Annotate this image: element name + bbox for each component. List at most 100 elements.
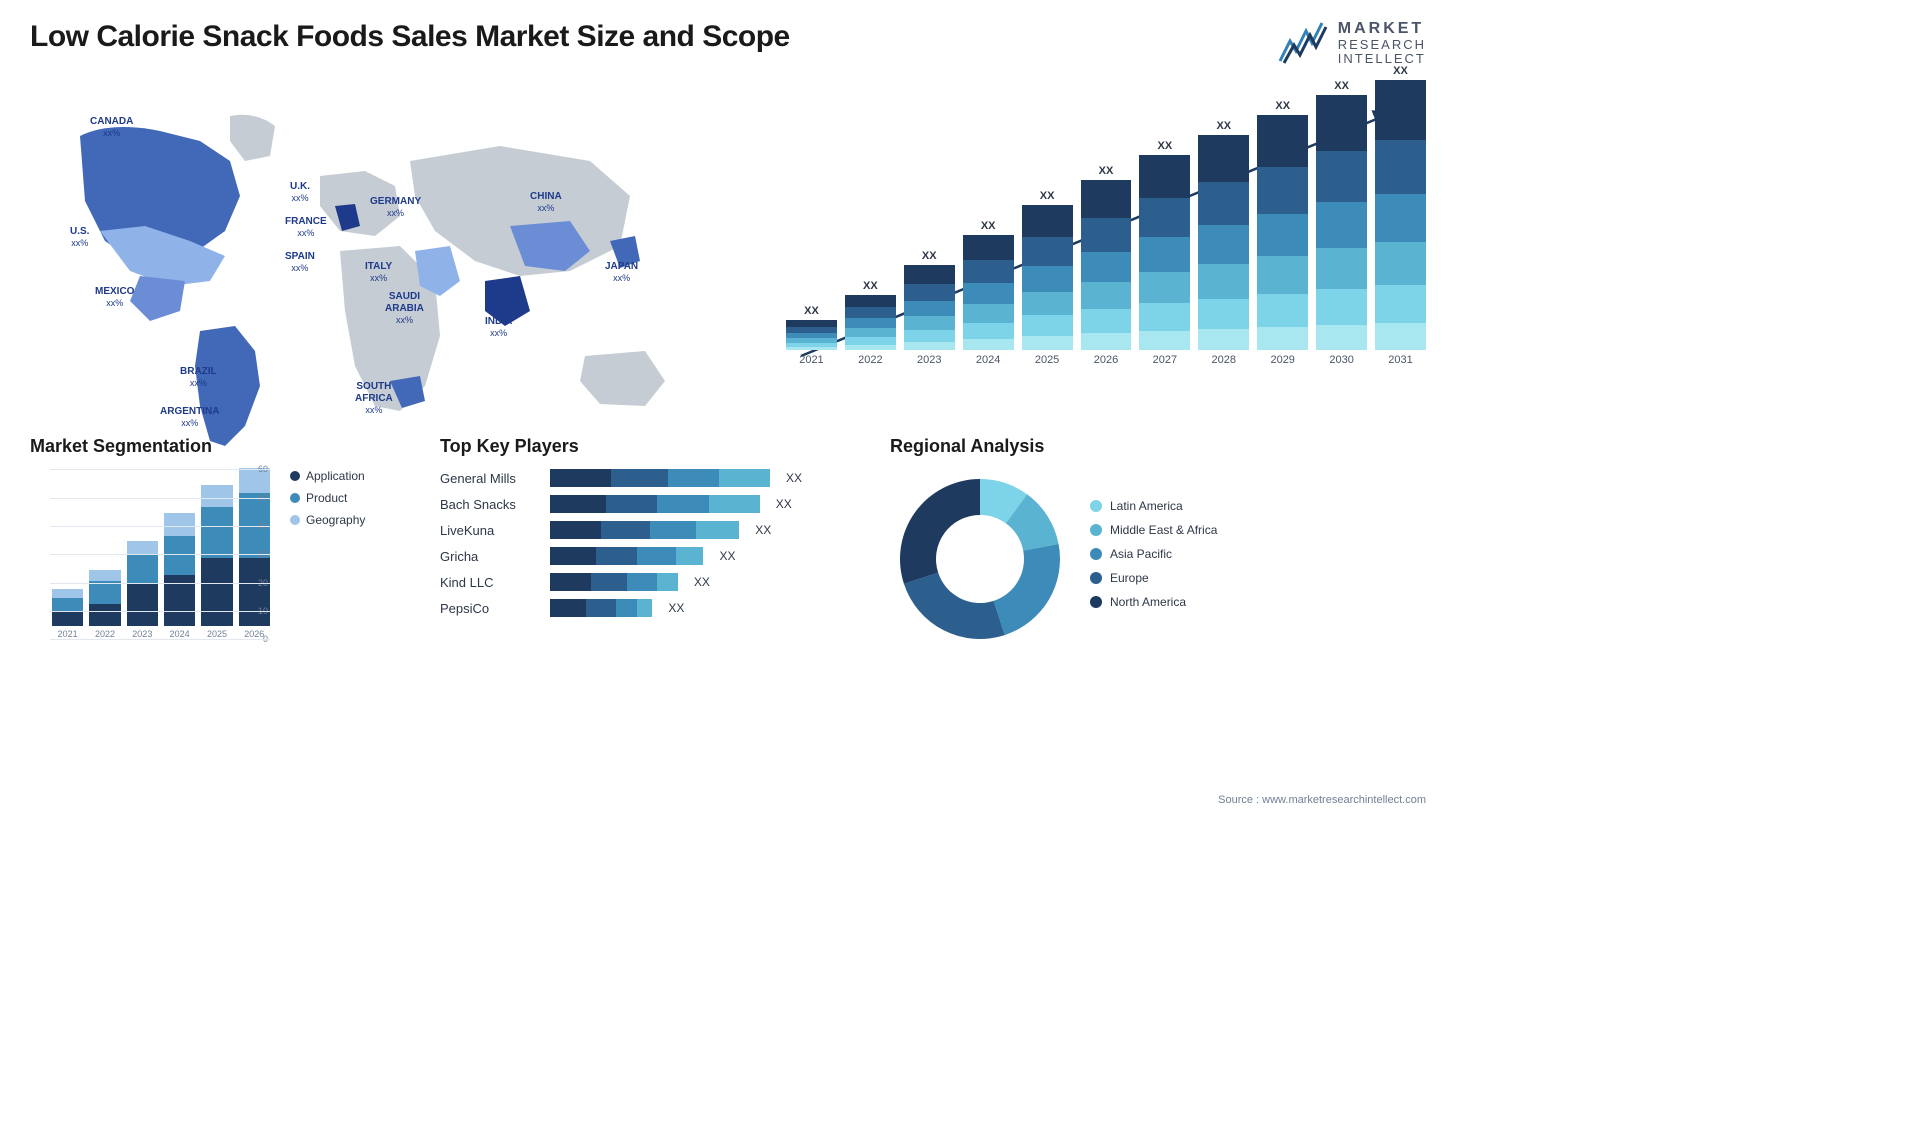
forecast-bar-label: XX	[1216, 120, 1231, 132]
page-title: Low Calorie Snack Foods Sales Market Siz…	[30, 20, 790, 54]
player-value: XX	[776, 497, 792, 511]
seg-legend-item: Geography	[290, 513, 365, 527]
map-label-italy: ITALYxx%	[365, 261, 392, 284]
seg-year-label: 2026	[244, 629, 264, 639]
map-label-saudiarabia: SAUDIARABIAxx%	[385, 291, 424, 326]
forecast-bar-2031: XX 2031	[1375, 65, 1426, 366]
logo-text-2: RESEARCH	[1338, 38, 1426, 52]
player-row: PepsiCo XX	[440, 599, 860, 617]
region-legend-item: North America	[1090, 595, 1217, 609]
donut-slice	[994, 544, 1060, 635]
player-name: Bach Snacks	[440, 497, 540, 512]
map-label-india: INDIAxx%	[485, 316, 512, 339]
player-value: XX	[694, 575, 710, 589]
seg-year-label: 2023	[132, 629, 152, 639]
player-value: XX	[668, 601, 684, 615]
forecast-bar-label: XX	[1275, 100, 1290, 112]
map-label-argentina: ARGENTINAxx%	[160, 406, 219, 429]
forecast-bar-label: XX	[1099, 165, 1114, 177]
forecast-year-label: 2028	[1212, 354, 1236, 366]
forecast-year-label: 2025	[1035, 354, 1059, 366]
forecast-year-label: 2027	[1153, 354, 1177, 366]
seg-bar-2022: 2022	[89, 570, 120, 640]
forecast-chart: XX2021XX2022XX2023XX2024XX2025XX2026XX20…	[786, 86, 1426, 406]
seg-bar-2025: 2025	[201, 485, 232, 640]
source-attribution: Source : www.marketresearchintellect.com	[1218, 794, 1426, 806]
forecast-bar-label: XX	[1393, 65, 1408, 77]
player-row: Gricha XX	[440, 547, 860, 565]
forecast-bar-label: XX	[922, 250, 937, 262]
donut-slice	[904, 573, 1005, 639]
donut-slice	[900, 479, 980, 584]
player-value: XX	[786, 471, 802, 485]
map-label-us: U.S.xx%	[70, 226, 89, 249]
map-label-mexico: MEXICOxx%	[95, 286, 134, 309]
players-section: Top Key Players General MillsXXBach Snac…	[440, 436, 860, 659]
seg-bar-2024: 2024	[164, 513, 195, 639]
regional-legend: Latin America Middle East & Africa Asia Pa…	[1090, 499, 1217, 619]
player-row: LiveKunaXX	[440, 521, 860, 539]
regional-donut	[890, 469, 1070, 649]
seg-bar-2021: 2021	[52, 589, 83, 639]
map-label-uk: U.K.xx%	[290, 181, 310, 204]
region-legend-item: Asia Pacific	[1090, 547, 1217, 561]
players-chart: General Mills XX Bach Snacks XX LiveKunaXX Gr…	[440, 469, 860, 617]
forecast-bar-2027: XX 2027	[1139, 140, 1190, 366]
player-row: Bach Snacks XX	[440, 495, 860, 513]
forecast-bar-label: XX	[863, 280, 878, 292]
logo-text-3: INTELLECT	[1338, 52, 1426, 66]
seg-year-label: 2024	[170, 629, 190, 639]
brand-logo: MARKET RESEARCH INTELLECT	[1278, 20, 1426, 66]
regional-title: Regional Analysis	[890, 436, 1426, 457]
player-name: Gricha	[440, 549, 540, 564]
forecast-bar-2022: XX 2022	[845, 280, 896, 366]
forecast-bar-2021: XX 2021	[786, 305, 837, 366]
forecast-bar-label: XX	[1158, 140, 1173, 152]
forecast-bar-label: XX	[981, 220, 996, 232]
forecast-bar-label: XX	[1334, 80, 1349, 92]
region-legend-item: Latin America	[1090, 499, 1217, 513]
segmentation-chart: 202120222023202420252026 0102030405060	[30, 469, 270, 659]
player-row: General Mills XX	[440, 469, 860, 487]
forecast-bar-2030: XX2030	[1316, 80, 1367, 366]
seg-year-label: 2025	[207, 629, 227, 639]
map-label-germany: GERMANYxx%	[370, 196, 421, 219]
forecast-bar-2028: XX 2028	[1198, 120, 1249, 366]
forecast-bar-2023: XX 2023	[904, 250, 955, 366]
player-name: General Mills	[440, 471, 540, 486]
seg-legend-item: Application	[290, 469, 365, 483]
player-name: PepsiCo	[440, 601, 540, 616]
forecast-year-label: 2021	[799, 354, 823, 366]
player-name: Kind LLC	[440, 575, 540, 590]
forecast-year-label: 2023	[917, 354, 941, 366]
logo-icon	[1278, 21, 1328, 65]
forecast-bar-2026: XX 2026	[1081, 165, 1132, 366]
forecast-bar-2029: XX2029	[1257, 100, 1308, 366]
forecast-year-label: 2026	[1094, 354, 1118, 366]
segmentation-legend: Application Product Geography	[290, 469, 365, 659]
forecast-year-label: 2022	[858, 354, 882, 366]
forecast-bar-2024: XX 2024	[963, 220, 1014, 366]
player-row: Kind LLC XX	[440, 573, 860, 591]
seg-bar-2023: 2023	[127, 541, 158, 639]
seg-year-label: 2022	[95, 629, 115, 639]
map-label-spain: SPAINxx%	[285, 251, 315, 274]
forecast-year-label: 2024	[976, 354, 1000, 366]
player-value: XX	[719, 549, 735, 563]
map-label-china: CHINAxx%	[530, 191, 562, 214]
map-label-southafrica: SOUTHAFRICAxx%	[355, 381, 393, 416]
forecast-year-label: 2031	[1388, 354, 1412, 366]
segmentation-section: Market Segmentation 20212022202320242025…	[30, 436, 410, 659]
region-legend-item: Europe	[1090, 571, 1217, 585]
forecast-bar-label: XX	[1040, 190, 1055, 202]
regional-section: Regional Analysis Latin America Middle Ea…	[890, 436, 1426, 659]
map-label-brazil: BRAZILxx%	[180, 366, 217, 389]
map-label-japan: JAPANxx%	[605, 261, 638, 284]
seg-year-label: 2021	[58, 629, 78, 639]
forecast-bar-label: XX	[804, 305, 819, 317]
logo-text-1: MARKET	[1338, 20, 1426, 38]
map-label-france: FRANCExx%	[285, 216, 327, 239]
seg-legend-item: Product	[290, 491, 365, 505]
map-label-canada: CANADAxx%	[90, 116, 133, 139]
region-legend-item: Middle East & Africa	[1090, 523, 1217, 537]
